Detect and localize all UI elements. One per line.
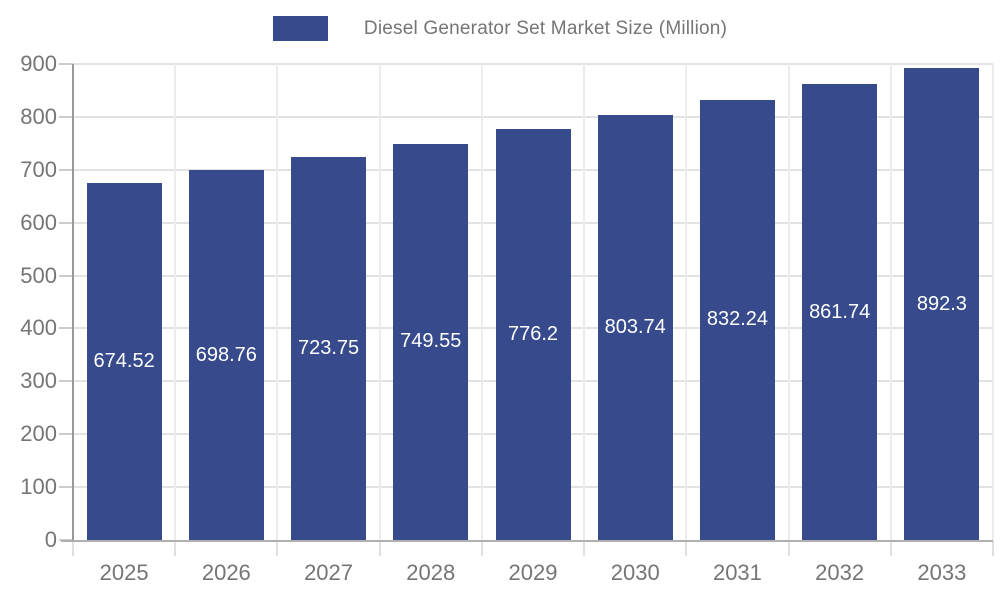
bar-value-label: 832.24 (706, 308, 769, 331)
bar[interactable]: 803.74 (597, 114, 673, 540)
y-axis-label: 600 (20, 209, 57, 235)
x-axis-label: 2031 (712, 560, 762, 585)
h-gridline (73, 115, 993, 118)
y-axis-line (71, 64, 74, 541)
x-axis-tick (685, 541, 688, 556)
y-axis-tick (59, 115, 73, 118)
x-axis-tick (889, 541, 892, 556)
v-gridline (480, 64, 483, 540)
y-axis-tick (59, 327, 73, 330)
y-axis-label: 200 (20, 421, 57, 447)
v-gridline (889, 64, 892, 540)
y-axis-label: 0 (44, 527, 57, 552)
bar-value-label: 698.76 (195, 343, 257, 366)
bar-value-label: 723.75 (297, 337, 360, 360)
y-axis-tick (59, 486, 73, 489)
y-axis-tick (59, 433, 73, 436)
x-axis-tick (480, 541, 483, 556)
x-axis-label: 2030 (610, 560, 660, 585)
bar-value-label: 803.74 (604, 315, 666, 338)
legend-swatch (272, 16, 328, 41)
bar-value-label: 861.74 (809, 300, 871, 323)
y-axis-tick (59, 168, 73, 171)
x-axis-label: 2032 (815, 560, 865, 585)
bar[interactable]: 832.24 (699, 99, 775, 540)
bar-value-label: 776.2 (507, 323, 559, 346)
y-axis-tick (59, 63, 73, 65)
legend-item[interactable]: Diesel Generator Set Market Size (Millio… (0, 16, 1000, 41)
x-axis-label: 2033 (917, 560, 967, 585)
y-axis-label: 800 (20, 103, 57, 129)
x-axis-label: 2027 (304, 560, 354, 585)
y-axis-tick (59, 221, 73, 224)
v-gridline (685, 64, 688, 540)
bar[interactable]: 749.55 (393, 143, 469, 540)
x-axis-label: 2029 (508, 560, 558, 585)
x-axis-tick (583, 541, 586, 556)
y-axis-label: 500 (20, 262, 57, 288)
y-axis-label: 300 (20, 368, 57, 394)
v-gridline (787, 64, 790, 540)
bar[interactable]: 892.3 (904, 68, 980, 540)
x-axis-tick (174, 541, 177, 556)
x-axis-tick (276, 541, 279, 556)
h-gridline (73, 63, 993, 65)
bar[interactable]: 861.74 (802, 84, 878, 540)
v-gridline (583, 64, 586, 540)
bar[interactable]: 698.76 (188, 170, 264, 540)
y-axis-tick (59, 380, 73, 383)
y-axis-label: 100 (20, 474, 57, 500)
bar-value-label: 749.55 (400, 330, 462, 353)
y-axis-label: 900 (20, 51, 57, 76)
x-axis-label: 2025 (99, 560, 149, 585)
legend-label: Diesel Generator Set Market Size (Millio… (363, 17, 728, 39)
y-axis-label: 400 (20, 315, 57, 341)
x-axis-tick (992, 541, 994, 556)
v-gridline (992, 64, 994, 540)
x-axis-label: 2028 (406, 560, 456, 585)
v-gridline (276, 64, 279, 540)
v-gridline (378, 64, 381, 540)
bar-value-label: 674.52 (93, 350, 155, 373)
x-axis-tick (787, 541, 790, 556)
x-axis-tick (72, 541, 74, 556)
bar[interactable]: 723.75 (291, 157, 367, 540)
bar[interactable]: 674.52 (86, 183, 162, 540)
bar[interactable]: 776.2 (495, 129, 571, 540)
x-axis-tick (378, 541, 381, 556)
bar-value-label: 892.3 (916, 292, 967, 315)
x-axis-label: 2026 (201, 560, 251, 585)
y-axis-tick (59, 274, 73, 277)
x-axis-line (61, 540, 993, 542)
y-axis-label: 700 (20, 156, 57, 182)
v-gridline (174, 64, 177, 540)
